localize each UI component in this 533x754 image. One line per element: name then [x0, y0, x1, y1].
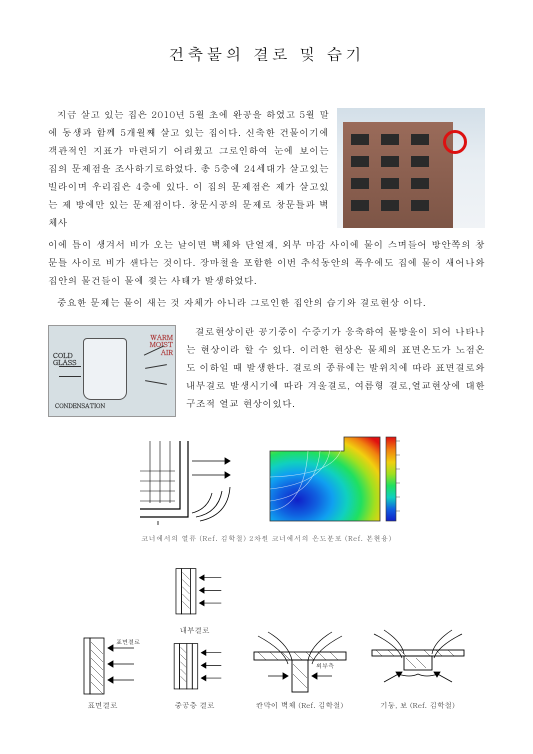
internal-condensation-diagram: 내부결로 — [156, 565, 234, 636]
thermal-gradient-diagram — [264, 431, 404, 527]
building-photo — [337, 108, 485, 228]
diagram-2-label: 내부결로 — [180, 626, 210, 636]
section-1: 지금 살고 있는 집은 2010년 5월 초에 완공을 하였고 5월 말에 동생… — [48, 105, 485, 316]
page-title: 건축물의 결로 및 습기 — [48, 42, 485, 65]
top-diagrams-caption: 코너에서의 열류 (Ref. 김학철) 2차원 코너에서의 온도분포 (Ref.… — [48, 533, 485, 543]
partition-wall-diagram: 외부측 칸막이 벽체 (Ref. 김학철) — [248, 624, 352, 711]
condensation-label: CONDENSATION — [55, 401, 105, 410]
highlight-circle-icon — [443, 130, 467, 154]
diagram-section: 코너에서의 열류 (Ref. 김학철) 2차원 코너에서의 온도분포 (Ref.… — [48, 431, 485, 711]
diagram-5-label: 기둥, 보 (Ref. 김학철) — [380, 701, 455, 711]
cavity-condensation-diagram: 중공층 결로 — [156, 640, 234, 711]
condensation-diagram: COLD GLASS WARM MOIST AIR CONDENSATION — [48, 325, 176, 417]
corner-heat-flow-diagram — [130, 431, 240, 527]
column-beam-diagram: 기둥, 보 (Ref. 김학철) — [366, 624, 470, 711]
section-2: COLD GLASS WARM MOIST AIR CONDENSATION 결… — [48, 322, 485, 417]
paragraph-1b: 이에 틈이 생겨서 비가 오는 날이면 벽체와 단열재, 외부 마감 사이에 물… — [48, 235, 485, 289]
surface-condensation-diagram: 표면결로 표면결로 — [64, 634, 142, 711]
paragraph-1c: 중요한 문제는 물이 새는 것 자체가 아니라 그로인한 집안의 습기와 결로현… — [48, 293, 485, 311]
outer-label: 표면결로 — [116, 637, 140, 646]
glass-icon — [83, 338, 127, 400]
diagram-4-label: 칸막이 벽체 (Ref. 김학철) — [256, 701, 343, 711]
building-shape — [343, 122, 453, 228]
diagram-1-label: 표면결로 — [88, 701, 118, 711]
svg-text:외부측: 외부측 — [316, 661, 334, 670]
diagram-3-label: 중공층 결로 — [175, 701, 215, 711]
warm-air-label: WARM MOIST AIR — [150, 334, 173, 357]
